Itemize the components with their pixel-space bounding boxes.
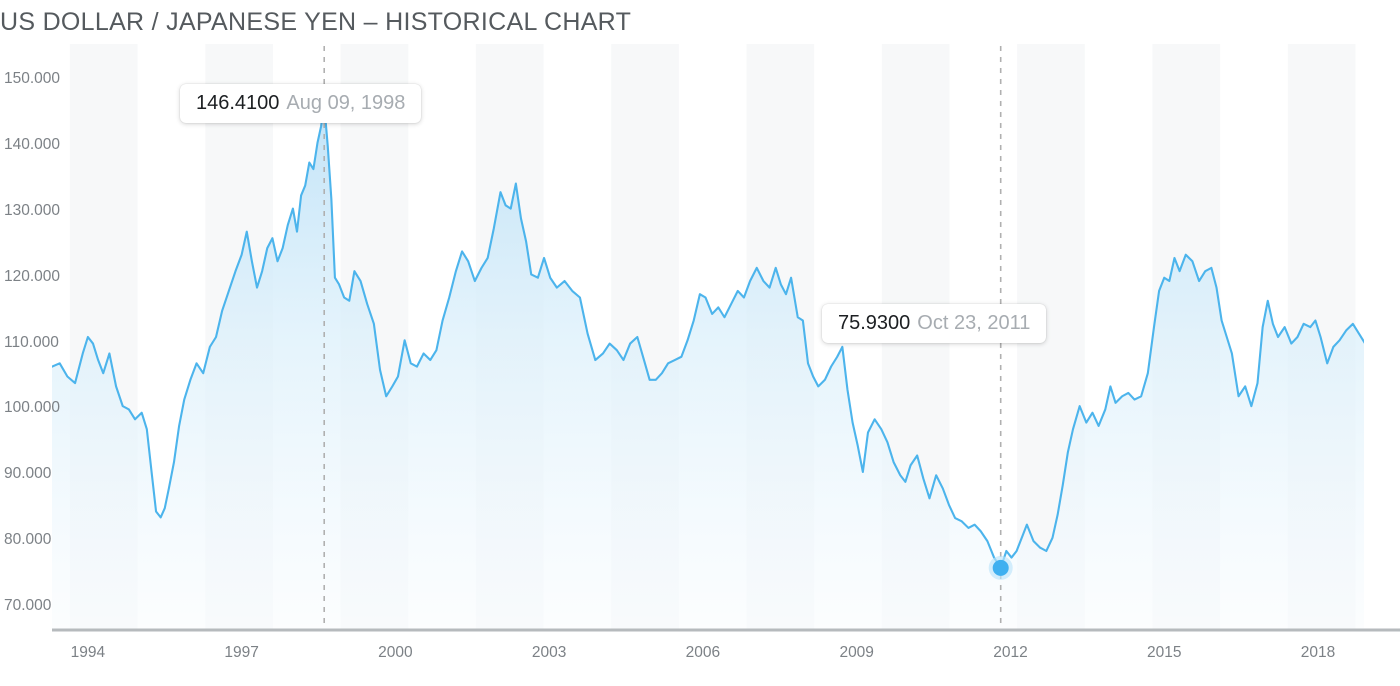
x-axis-tick-label: 2015	[1146, 644, 1182, 661]
x-axis-tick-label: 2012	[993, 644, 1028, 661]
y-axis-tick-label: 110.000	[4, 333, 59, 351]
price-line	[52, 102, 1364, 569]
y-axis-tick-label: 80.000	[4, 531, 52, 549]
page-title: US DOLLAR / JAPANESE YEN – HISTORICAL CH…	[0, 8, 632, 36]
y-axis-tick-label: 150.000	[4, 70, 61, 88]
x-axis-tick-label: 2009	[839, 644, 874, 661]
tooltip-peak[interactable]: 146.4100 Aug 09, 1998	[180, 84, 422, 123]
series-group	[52, 102, 1364, 630]
y-axis-tick-label: 120.000	[4, 267, 61, 285]
tooltip-trough-date: Oct 23, 2011	[917, 312, 1031, 334]
tooltip-trough[interactable]: 75.9300 Oct 23, 2011	[822, 304, 1047, 343]
tooltip-peak-date: Aug 09, 1998	[286, 92, 406, 114]
tooltip-peak-value: 146.4100	[196, 92, 280, 114]
y-axis-tick-label: 130.000	[4, 201, 61, 219]
x-axis-tick-label: 1997	[224, 644, 259, 661]
x-axis-tick-label: 2006	[685, 644, 721, 661]
y-axis-tick-label: 100.000	[4, 399, 61, 417]
area-fill	[52, 103, 1364, 630]
x-axis-tick-label: 2000	[378, 644, 413, 661]
y-axis-tick-label: 140.000	[4, 136, 61, 154]
crosshair-group	[323, 46, 1002, 630]
x-axis-tick-label: 1994	[70, 644, 106, 661]
x-axis-tick-label: 2018	[1300, 644, 1336, 661]
x-axis-tick-label: 2003	[531, 644, 567, 661]
data-point-marker[interactable]	[992, 559, 1009, 576]
y-axis-tick-label: 90.000	[4, 465, 52, 483]
y-axis-tick-label: 70.000	[4, 596, 52, 614]
tooltip-trough-value: 75.9300	[838, 312, 911, 334]
